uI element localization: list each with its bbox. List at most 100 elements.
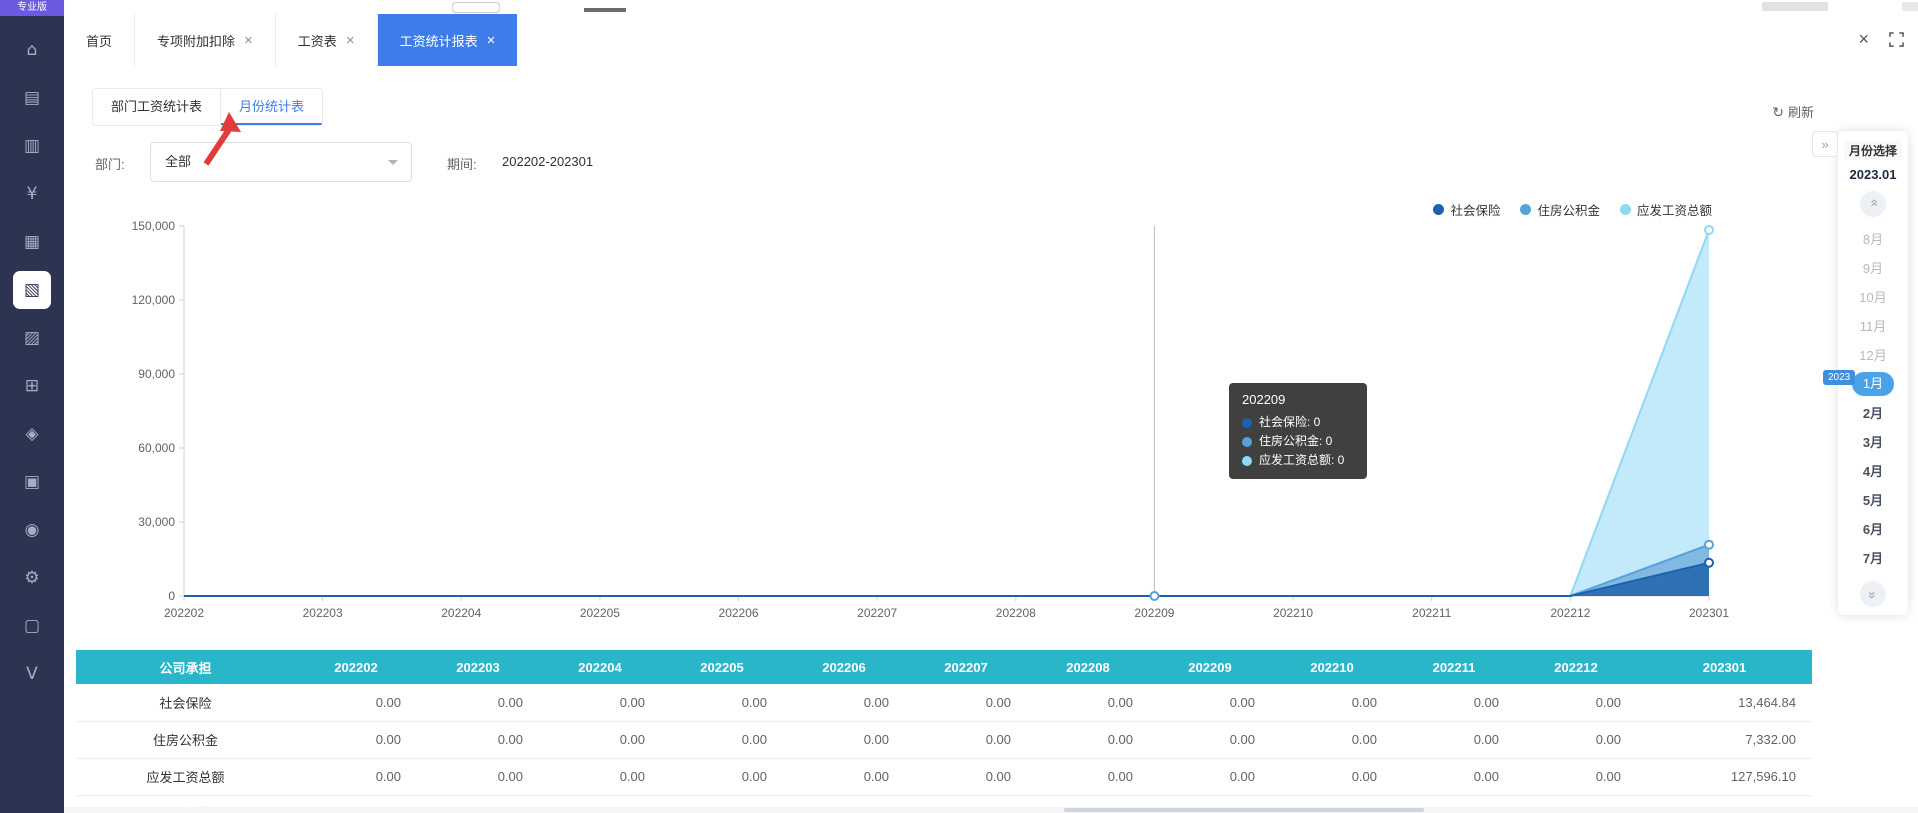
double-chevron-up-icon: » bbox=[1864, 201, 1881, 207]
month-item[interactable]: 11月 bbox=[1859, 319, 1887, 334]
horizontal-scrollbar[interactable] bbox=[64, 807, 1918, 813]
tab-item[interactable]: 工资表 × bbox=[276, 14, 378, 66]
legend-item[interactable]: 社会保险 bbox=[1433, 200, 1500, 219]
svg-text:0: 0 bbox=[168, 589, 175, 603]
sidebar-item[interactable]: V bbox=[0, 650, 64, 698]
dept-select[interactable]: 全部 bbox=[150, 142, 412, 182]
sidebar-item[interactable]: ▢ bbox=[0, 602, 64, 650]
table-cell: 0.00 bbox=[1515, 684, 1637, 722]
legend-item[interactable]: 住房公积金 bbox=[1520, 200, 1600, 219]
month-selector-panel: » 月份选择 2023.01 » 8月 9月 10月 11月 12月 1月 2月 3月 4月 5月… bbox=[1812, 131, 1908, 615]
svg-text:202206: 202206 bbox=[719, 606, 759, 620]
table-cell: 0.00 bbox=[295, 758, 417, 796]
table-cell: 0.00 bbox=[1027, 684, 1149, 722]
tab-item[interactable]: 工资统计报表 × bbox=[377, 14, 518, 66]
table-row: 社会保险 0.00 0.00 0.00 0.00 0.00 0.00 0.00 0.00 0.00… bbox=[76, 684, 1812, 722]
tab-label: 工资表 bbox=[297, 33, 337, 49]
sidebar-item[interactable]: ¥ bbox=[0, 170, 64, 218]
svg-text:202207: 202207 bbox=[857, 606, 897, 620]
inventory-icon: ▨ bbox=[23, 328, 41, 348]
salary-table: 公司承担 202202 202203 202204 202205 202206 202207… bbox=[76, 650, 1812, 813]
topbar-clipped-item bbox=[584, 8, 626, 12]
month-item[interactable]: 4月 bbox=[1862, 464, 1884, 479]
column-header: 202208 bbox=[1027, 650, 1149, 684]
period-value: 202202-202301 bbox=[502, 154, 594, 169]
month-item[interactable]: 3月 bbox=[1862, 435, 1884, 450]
tooltip-title: 202209 bbox=[1242, 392, 1286, 407]
tooltip-dot bbox=[1242, 455, 1252, 466]
tab-close-icon[interactable]: × bbox=[345, 31, 355, 49]
tab-close-icon[interactable]: × bbox=[486, 31, 496, 49]
month-item[interactable]: 6月 bbox=[1862, 522, 1884, 537]
approval-icon: ▢ bbox=[23, 616, 41, 636]
sidebar-item[interactable]: ▣ bbox=[0, 458, 64, 506]
subtab-item[interactable]: 部门工资统计表 bbox=[93, 89, 222, 125]
subtab-item[interactable]: 月份统计表 bbox=[221, 89, 322, 125]
column-header: 202212 bbox=[1515, 650, 1637, 684]
cashier-icon: ◈ bbox=[25, 424, 39, 444]
month-item[interactable]: 12月 bbox=[1859, 348, 1887, 363]
sidebar-item[interactable]: ⌂ bbox=[0, 26, 64, 74]
month-item[interactable]: 9月 bbox=[1862, 261, 1884, 276]
svg-text:30,000: 30,000 bbox=[138, 515, 175, 529]
month-panel-title: 月份选择 bbox=[1843, 141, 1902, 160]
scrollbar-thumb[interactable] bbox=[1064, 808, 1424, 812]
contacts-icon: ◉ bbox=[24, 520, 40, 540]
current-period: 2023.01 bbox=[1849, 167, 1897, 182]
collapse-handle-icon[interactable]: » bbox=[1812, 131, 1838, 157]
svg-text:202212: 202212 bbox=[1550, 606, 1590, 620]
column-header: 公司承担 bbox=[76, 650, 295, 684]
sidebar-item[interactable]: ◈ bbox=[0, 410, 64, 458]
sidebar-item[interactable]: ▥ bbox=[0, 122, 64, 170]
month-item[interactable]: 1月 bbox=[1852, 369, 1894, 398]
home-icon: ⌂ bbox=[26, 40, 38, 60]
close-icon[interactable]: × bbox=[1858, 29, 1869, 49]
refresh-icon: ↻ bbox=[1772, 105, 1784, 121]
tab-item[interactable]: 专项附加扣除 × bbox=[135, 14, 276, 66]
table-cell: 0.00 bbox=[783, 684, 905, 722]
table-cell: 0.00 bbox=[905, 758, 1027, 796]
table-cell: 0.00 bbox=[661, 721, 783, 759]
sidebar-item[interactable]: ▤ bbox=[0, 74, 64, 122]
brand-v-icon: V bbox=[26, 664, 38, 684]
month-item[interactable]: 7月 bbox=[1862, 551, 1884, 566]
table-cell: 0.00 bbox=[295, 684, 417, 722]
tax-icon: ▣ bbox=[23, 472, 41, 492]
period-filter-label: 期间: bbox=[447, 157, 477, 172]
fullscreen-icon[interactable] bbox=[1889, 31, 1904, 47]
svg-text:202203: 202203 bbox=[303, 606, 343, 620]
tooltip-text: 住房公积金: 0 bbox=[1259, 434, 1333, 448]
window-actions: × bbox=[1858, 30, 1904, 48]
refresh-button[interactable]: ↻ 刷新 bbox=[1772, 102, 1814, 121]
sidebar-item[interactable]: ▧ bbox=[0, 266, 64, 314]
subtab-strip: 部门工资统计表 月份统计表 bbox=[92, 88, 324, 126]
scroll-up-button[interactable]: » bbox=[1860, 191, 1886, 217]
column-header: 202211 bbox=[1393, 650, 1515, 684]
sidebar-item[interactable]: ⚙ bbox=[0, 554, 64, 602]
invoice-icon: ▦ bbox=[23, 232, 41, 252]
legend-dot bbox=[1433, 204, 1445, 215]
salary-report-icon: ▧ bbox=[13, 271, 51, 309]
row-label: 应发工资总额 bbox=[76, 758, 295, 796]
month-item[interactable]: 2月 bbox=[1862, 406, 1884, 421]
selected-month-pill: 1月 bbox=[1852, 371, 1894, 396]
month-item[interactable]: 8月 bbox=[1862, 232, 1884, 247]
assets-icon: ⊞ bbox=[24, 376, 40, 396]
tab-item[interactable]: 首页 bbox=[64, 14, 136, 66]
tab-close-icon[interactable]: × bbox=[244, 31, 253, 49]
table-cell: 0.00 bbox=[539, 684, 661, 722]
table-cell: 0.00 bbox=[417, 758, 539, 796]
table-cell: 0.00 bbox=[1149, 758, 1271, 796]
month-item[interactable]: 10月 bbox=[1859, 290, 1887, 305]
scroll-down-button[interactable]: » bbox=[1860, 581, 1886, 607]
sidebar-item[interactable]: ⊞ bbox=[0, 362, 64, 410]
month-item[interactable]: 5月 bbox=[1862, 493, 1884, 508]
sidebar-item[interactable]: ▦ bbox=[0, 218, 64, 266]
table-cell: 13,464.84 bbox=[1637, 684, 1812, 722]
tooltip-text: 应发工资总额: 0 bbox=[1259, 453, 1345, 467]
legend-item[interactable]: 应发工资总额 bbox=[1619, 200, 1712, 219]
sidebar-item[interactable]: ◉ bbox=[0, 506, 64, 554]
sidebar-item[interactable]: ▨ bbox=[0, 314, 64, 362]
column-header: 202205 bbox=[661, 650, 783, 684]
